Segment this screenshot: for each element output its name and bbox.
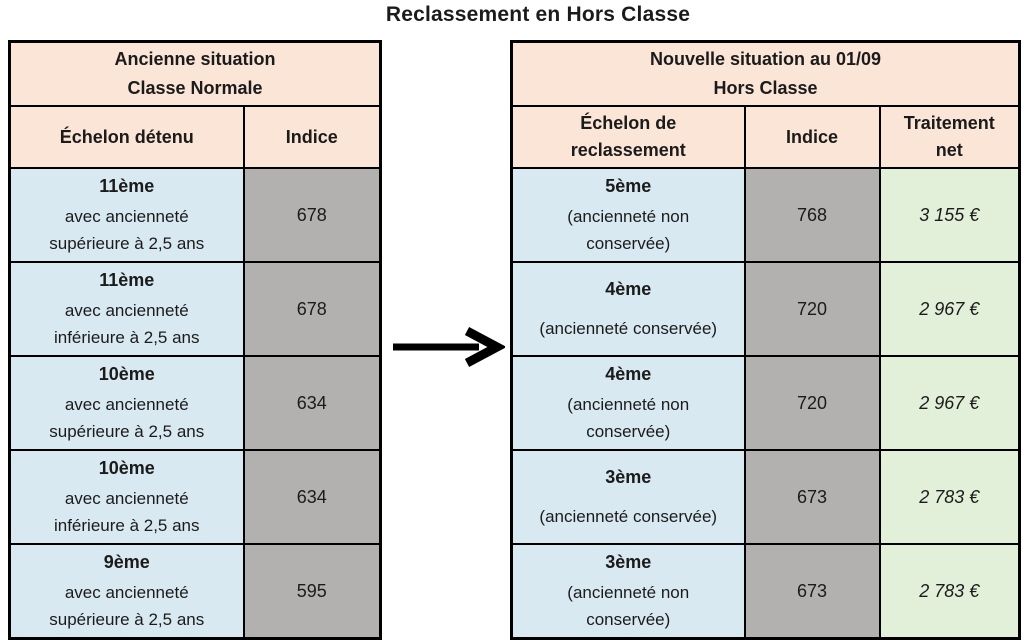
table-header-row: Échelon détenu Indice bbox=[8, 105, 382, 169]
echelon-cell: 10ème avec ancienneté supérieure à 2,5 a… bbox=[8, 355, 245, 451]
echelon-detail: avec ancienneté supérieure à 2,5 ans bbox=[49, 395, 205, 441]
echelon-label: 9ème bbox=[103, 552, 150, 572]
indice-cell: 720 bbox=[743, 261, 881, 357]
traitement-cell: 3 155 € bbox=[878, 167, 1021, 263]
traitement-cell: 2 783 € bbox=[878, 449, 1021, 545]
echelon-detail: avec ancienneté inférieure à 2,5 ans bbox=[53, 489, 200, 535]
echelon-cell: 3ème (ancienneté non conservée) bbox=[510, 543, 746, 640]
right-arrow-icon bbox=[393, 327, 505, 367]
traitement-cell: 2 967 € bbox=[878, 261, 1021, 357]
table-row: 3ème (ancienneté conservée) 673 2 783 € bbox=[510, 449, 1021, 545]
page-title: Reclassement en Hors Classe bbox=[385, 3, 691, 26]
new-situation-table: Nouvelle situation au 01/09 Hors Classe … bbox=[510, 40, 1022, 640]
indice-cell: 720 bbox=[743, 355, 881, 451]
column-header-echelon: Échelon détenu bbox=[8, 105, 245, 169]
echelon-cell: 11ème avec ancienneté inférieure à 2,5 a… bbox=[8, 261, 245, 357]
table-header-row: Échelon de reclassement Indice Traitemen… bbox=[510, 105, 1021, 169]
indice-cell: 634 bbox=[242, 355, 382, 451]
echelon-cell: 10ème avec ancienneté inférieure à 2,5 a… bbox=[8, 449, 245, 545]
echelon-detail: (ancienneté conservée) bbox=[539, 507, 718, 526]
column-header-echelon-reclassement: Échelon de reclassement bbox=[510, 105, 746, 169]
table-row: 4ème (ancienneté non conservée) 720 2 96… bbox=[510, 355, 1021, 451]
echelon-detail: avec ancienneté supérieure à 2,5 ans bbox=[49, 583, 205, 629]
echelon-detail: (ancienneté non conservée) bbox=[567, 395, 690, 441]
indice-cell: 634 bbox=[242, 449, 382, 545]
echelon-label: 10ème bbox=[98, 364, 155, 384]
indice-cell: 678 bbox=[242, 167, 382, 263]
echelon-label: 5ème bbox=[605, 176, 652, 196]
table-row: 5ème (ancienneté non conservée) 768 3 15… bbox=[510, 167, 1021, 263]
echelon-label: 3ème bbox=[605, 467, 652, 487]
column-header-indice: Indice bbox=[743, 105, 881, 169]
table-row: 9ème avec ancienneté supérieure à 2,5 an… bbox=[8, 543, 382, 640]
table-title-cell: Ancienne situation Classe Normale bbox=[8, 40, 382, 107]
echelon-label: 11ème bbox=[99, 176, 155, 196]
echelon-label: 3ème bbox=[605, 552, 652, 572]
echelon-label: 4ème bbox=[605, 279, 652, 299]
table-row: Nouvelle situation au 01/09 Hors Classe bbox=[510, 40, 1021, 107]
echelon-detail: avec ancienneté supérieure à 2,5 ans bbox=[49, 207, 205, 253]
echelon-detail: (ancienneté non conservée) bbox=[567, 207, 690, 253]
column-header-traitement-net: Traitement net bbox=[878, 105, 1021, 169]
echelon-cell: 4ème (ancienneté conservée) bbox=[510, 261, 746, 357]
indice-cell: 595 bbox=[242, 543, 382, 640]
table-row: 3ème (ancienneté non conservée) 673 2 78… bbox=[510, 543, 1021, 640]
table-row: 10ème avec ancienneté supérieure à 2,5 a… bbox=[8, 355, 382, 451]
echelon-cell: 11ème avec ancienneté supérieure à 2,5 a… bbox=[8, 167, 245, 263]
echelon-detail: (ancienneté non conservée) bbox=[567, 583, 690, 629]
old-situation-table: Ancienne situation Classe Normale Échelo… bbox=[8, 40, 383, 640]
indice-cell: 768 bbox=[743, 167, 881, 263]
echelon-cell: 3ème (ancienneté conservée) bbox=[510, 449, 746, 545]
indice-cell: 673 bbox=[743, 449, 881, 545]
traitement-cell: 2 783 € bbox=[878, 543, 1021, 640]
echelon-label: 4ème bbox=[605, 364, 652, 384]
indice-cell: 673 bbox=[743, 543, 881, 640]
echelon-detail: (ancienneté conservée) bbox=[539, 319, 718, 338]
table-title-line1: Ancienne situation bbox=[114, 49, 276, 69]
table-title-line2: Hors Classe bbox=[713, 78, 818, 98]
echelon-label: 11ème bbox=[99, 270, 155, 290]
echelon-detail: avec ancienneté inférieure à 2,5 ans bbox=[53, 301, 200, 347]
table-row: 11ème avec ancienneté inférieure à 2,5 a… bbox=[8, 261, 382, 357]
table-title-line1: Nouvelle situation au 01/09 bbox=[649, 49, 882, 69]
table-title-cell: Nouvelle situation au 01/09 Hors Classe bbox=[510, 40, 1021, 107]
echelon-label: 10ème bbox=[98, 458, 155, 478]
table-row: Ancienne situation Classe Normale bbox=[8, 40, 382, 107]
column-header-indice: Indice bbox=[242, 105, 382, 169]
table-row: 4ème (ancienneté conservée) 720 2 967 € bbox=[510, 261, 1021, 357]
echelon-cell: 9ème avec ancienneté supérieure à 2,5 an… bbox=[8, 543, 245, 640]
echelon-cell: 4ème (ancienneté non conservée) bbox=[510, 355, 746, 451]
echelon-cell: 5ème (ancienneté non conservée) bbox=[510, 167, 746, 263]
table-title-line2: Classe Normale bbox=[127, 78, 263, 98]
traitement-cell: 2 967 € bbox=[878, 355, 1021, 451]
indice-cell: 678 bbox=[242, 261, 382, 357]
table-row: 10ème avec ancienneté inférieure à 2,5 a… bbox=[8, 449, 382, 545]
table-row: 11ème avec ancienneté supérieure à 2,5 a… bbox=[8, 167, 382, 263]
